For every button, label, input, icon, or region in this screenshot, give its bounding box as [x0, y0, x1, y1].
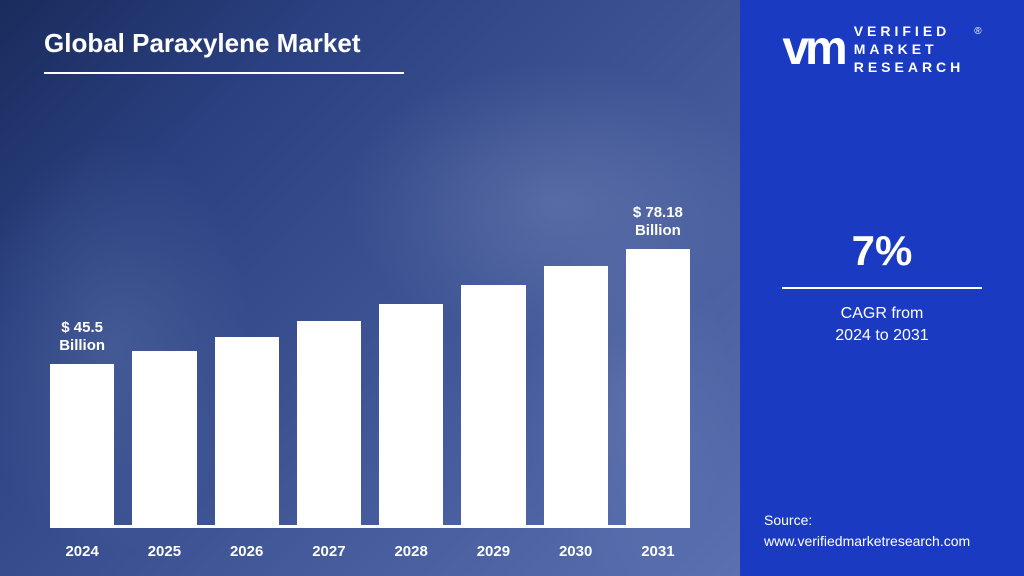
x-axis-label: 2026 [215, 543, 279, 560]
source-block: Source: www.verifiedmarketresearch.com [764, 510, 970, 552]
bar-wrap [297, 321, 361, 525]
cagr-block: 7% CAGR from 2024 to 2031 [782, 227, 982, 348]
bar [461, 285, 525, 525]
bar-annotation: $ 45.5Billion [59, 319, 105, 357]
bar-wrap: $ 78.18Billion [626, 249, 690, 525]
x-axis-label: 2031 [626, 543, 690, 560]
annot-value: $ 45.5 [59, 319, 105, 338]
brand-logo: vm VERIFIED MARKET RESEARCH ® [782, 22, 981, 77]
page-title: Global Paraxylene Market [44, 28, 360, 59]
x-axis-label: 2024 [50, 543, 114, 560]
bar-wrap [461, 285, 525, 525]
cagr-subtitle: CAGR from 2024 to 2031 [782, 303, 982, 348]
bar-wrap [215, 337, 279, 525]
bar [297, 321, 361, 525]
registered-mark: ® [974, 26, 981, 37]
annot-unit: Billion [633, 222, 683, 241]
bar-wrap: $ 45.5Billion [50, 364, 114, 525]
bar [544, 266, 608, 525]
annot-value: $ 78.18 [633, 204, 683, 223]
x-axis-label: 2030 [544, 543, 608, 560]
cagr-line-1: CAGR from [782, 303, 982, 325]
bar-wrap [132, 351, 196, 525]
bar [50, 364, 114, 525]
x-axis-label: 2027 [297, 543, 361, 560]
bar-annotation: $ 78.18Billion [633, 204, 683, 242]
source-label: Source: [764, 510, 970, 531]
bar [626, 249, 690, 525]
bar [132, 351, 196, 525]
bar-wrap [544, 266, 608, 525]
logo-line-1: VERIFIED [854, 22, 965, 40]
logo-line-2: MARKET [854, 40, 965, 58]
main-chart-panel: Global Paraxylene Market $ 45.5Billion$ … [0, 0, 740, 576]
annot-unit: Billion [59, 337, 105, 356]
side-panel: vm VERIFIED MARKET RESEARCH ® 7% CAGR fr… [740, 0, 1024, 576]
cagr-percent: 7% [782, 227, 982, 275]
title-underline [44, 72, 404, 74]
logo-text: VERIFIED MARKET RESEARCH [854, 22, 965, 77]
x-axis-label: 2025 [132, 543, 196, 560]
bar [379, 304, 443, 525]
logo-line-3: RESEARCH [854, 58, 965, 76]
x-axis-label: 2028 [379, 543, 443, 560]
bar-chart: $ 45.5Billion$ 78.18Billion 202420252026… [50, 198, 690, 528]
bar [215, 337, 279, 525]
x-axis-label: 2029 [461, 543, 525, 560]
cagr-line-2: 2024 to 2031 [782, 325, 982, 347]
cagr-divider [782, 287, 982, 289]
source-url: www.verifiedmarketresearch.com [764, 531, 970, 552]
bar-wrap [379, 304, 443, 525]
logo-mark: vm [782, 25, 843, 73]
